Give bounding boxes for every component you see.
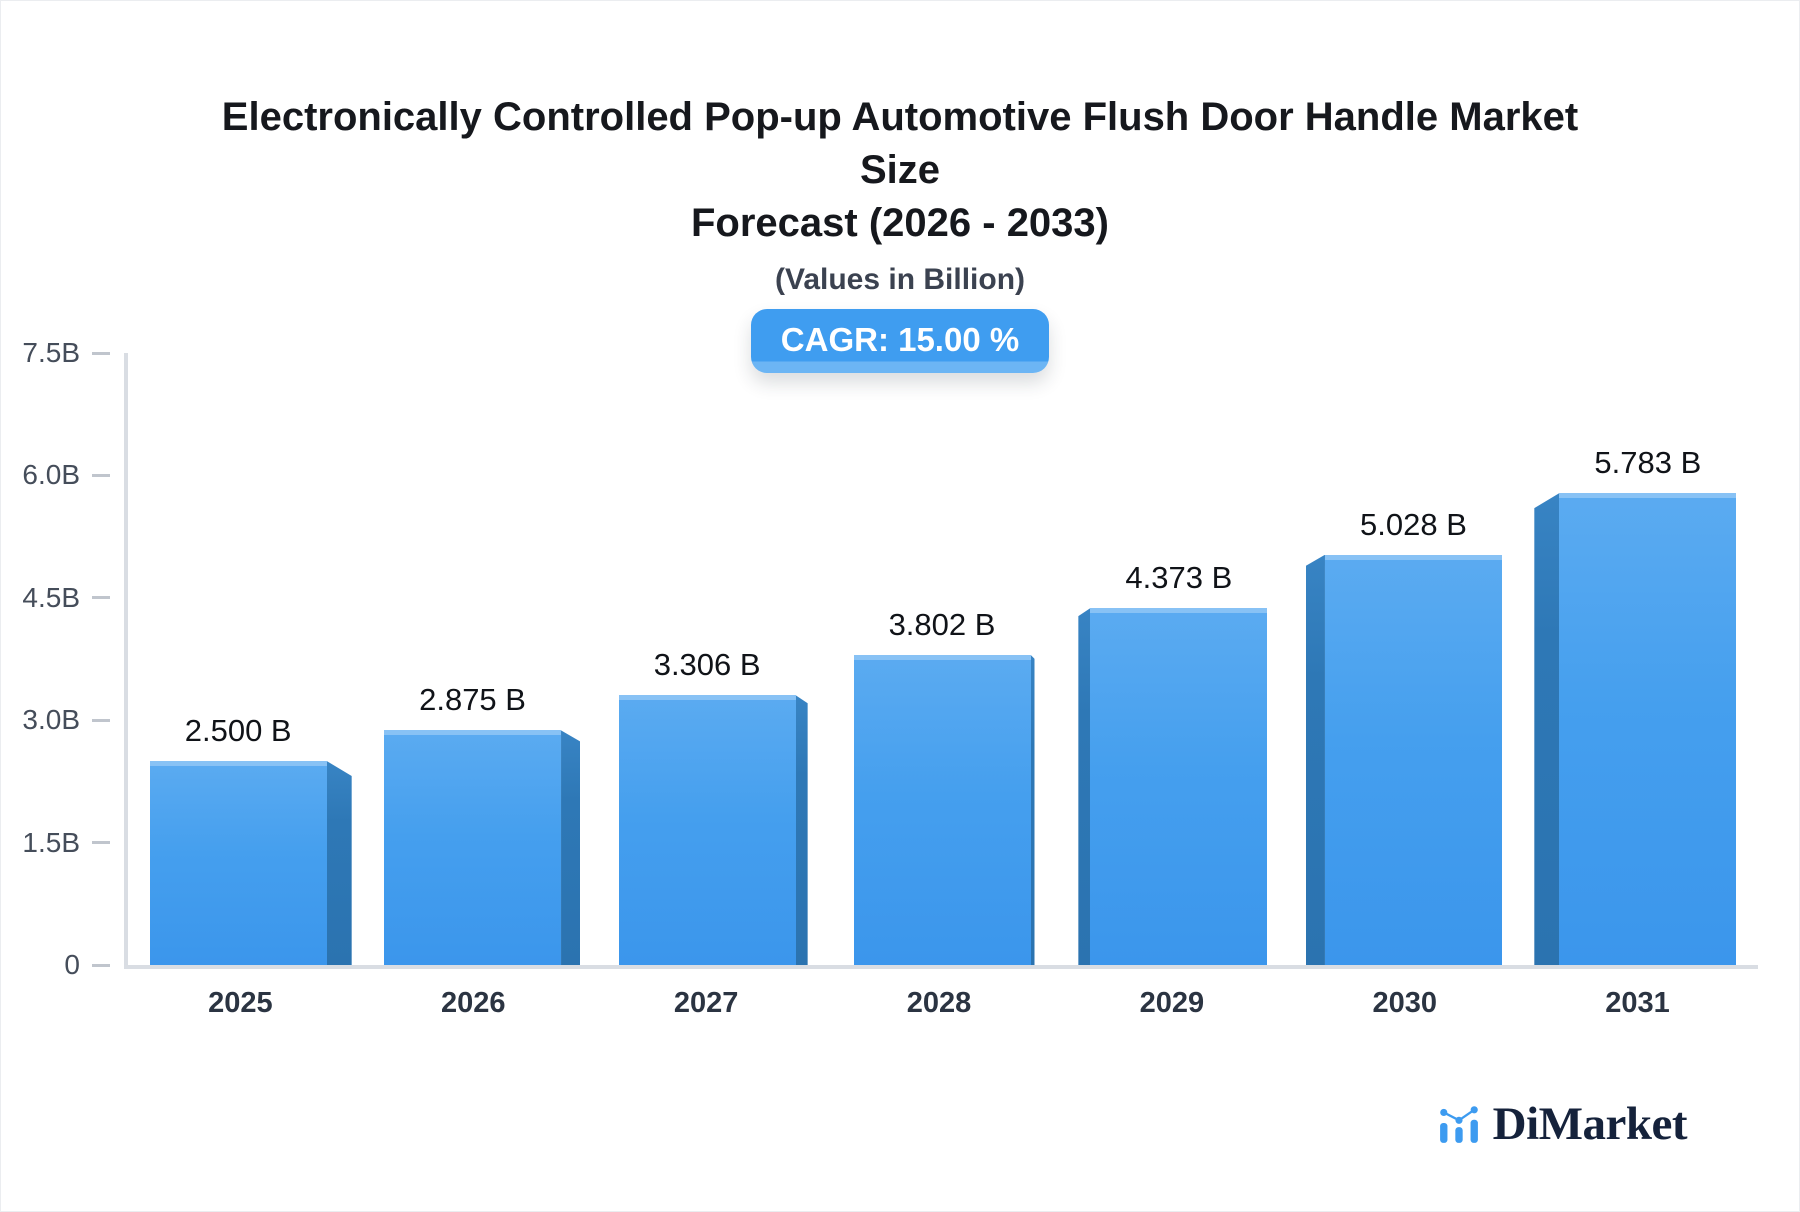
bar-front-face <box>149 761 327 965</box>
y-tick-label: 0 <box>64 949 80 980</box>
bar-2025[interactable]: 2.500 B <box>149 713 352 965</box>
bar-top-highlight <box>1324 554 1502 560</box>
bar-value-label: 3.802 B <box>888 606 996 642</box>
bar-value-label: 5.028 B <box>1360 506 1467 542</box>
y-tick-label: 6.0B <box>22 459 80 491</box>
bar-front-face <box>618 695 796 965</box>
cagr-badge-wrap: CAGR: 15.00 % <box>1 309 1799 374</box>
bar-2029[interactable]: 4.373 B <box>1078 560 1268 965</box>
bar-front-face <box>1090 608 1268 965</box>
chart-title-line2: Forecast (2026 - 2033) <box>690 200 1109 245</box>
dimarket-logo: DiMarket <box>1438 1097 1688 1151</box>
bar-side-face <box>1030 654 1035 965</box>
x-axis-labels: 2025 2026 2027 2028 2029 2030 2031 <box>124 987 1754 1033</box>
y-tick-mark <box>92 718 110 722</box>
bar-front-face <box>1324 554 1502 965</box>
chart-title: Electronically Controlled Pop-up Automot… <box>215 91 1585 249</box>
x-axis-label-2026: 2026 <box>441 987 506 1019</box>
x-axis-label-2027: 2027 <box>673 987 739 1019</box>
logo-text: DiMarket <box>1492 1098 1688 1150</box>
bar-top-highlight <box>618 695 796 701</box>
y-tick-6.0B: 6.0B <box>1 457 110 493</box>
bar-side-face <box>1534 493 1560 965</box>
y-tick-mark <box>92 473 110 477</box>
y-tick-7.5B: 7.5B <box>1 335 110 371</box>
chart-title-line1: Electronically Controlled Pop-up Automot… <box>221 95 1579 192</box>
y-tick-label: 4.5B <box>22 581 80 613</box>
bar-top-highlight <box>1090 608 1268 614</box>
plot-area: 2.500 B 2.875 B 3.306 B 3.802 B 4.373 B 5.028… <box>124 353 1758 969</box>
bar-top-highlight <box>384 730 562 736</box>
chart-subtitle: (Values in Billion) <box>774 263 1026 297</box>
bar-front-face <box>1559 493 1737 965</box>
y-tick-label: 1.5B <box>22 826 80 858</box>
bar-value-label: 3.306 B <box>653 647 761 683</box>
bar-top-highlight <box>853 654 1031 660</box>
y-tick-mark <box>92 596 110 600</box>
y-tick-0: 0 <box>1 947 110 983</box>
x-axis-label-2030: 2030 <box>1372 987 1437 1019</box>
bar-side-face <box>326 761 352 965</box>
bar-front-face <box>853 654 1031 965</box>
y-tick-label: 3.0B <box>22 704 80 736</box>
y-tick-mark <box>92 841 110 845</box>
y-tick-4.5B: 4.5B <box>1 580 110 616</box>
bar-side-face <box>561 730 581 965</box>
y-tick-1.5B: 1.5B <box>1 825 110 861</box>
bar-top-highlight <box>1559 493 1737 499</box>
y-tick-mark <box>92 963 110 967</box>
y-tick-label: 7.5B <box>22 337 80 368</box>
y-axis: 7.5B 6.0B 4.5B 3.0B 1.5B 0 <box>1 337 124 980</box>
bar-top-highlight <box>149 761 327 766</box>
bar-value-label: 2.875 B <box>419 682 526 718</box>
bar-2027[interactable]: 3.306 B <box>618 647 808 965</box>
x-axis-label-2031: 2031 <box>1605 987 1670 1019</box>
bar-chart-logo-icon <box>1439 1106 1478 1143</box>
cagr-badge: CAGR: 15.00 % <box>750 309 1050 374</box>
bar-front-face <box>384 730 562 965</box>
x-axis-label-2025: 2025 <box>208 987 273 1019</box>
bar-side-face <box>795 695 808 965</box>
bar-chart: 7.5B 6.0B 4.5B 3.0B 1.5B 0 2.500 B 2.875 B 3.30… <box>1 337 1799 1053</box>
y-tick-3.0B: 3.0B <box>1 702 110 738</box>
bar-side-face <box>1305 554 1325 965</box>
x-axis-label-2029: 2029 <box>1139 987 1205 1019</box>
bar-value-label: 4.373 B <box>1125 560 1233 596</box>
bar-2031[interactable]: 5.783 B <box>1534 445 1737 965</box>
bar-side-face <box>1078 608 1091 965</box>
bar-2030[interactable]: 5.028 B <box>1305 507 1502 965</box>
bar-2028[interactable]: 3.802 B <box>853 607 1035 965</box>
bar-value-label: 2.500 B <box>184 713 292 748</box>
bar-2026[interactable]: 2.875 B <box>384 682 581 965</box>
bar-value-label: 5.783 B <box>1594 445 1702 481</box>
x-axis-label-2028: 2028 <box>906 987 972 1019</box>
y-tick-mark <box>92 351 110 355</box>
